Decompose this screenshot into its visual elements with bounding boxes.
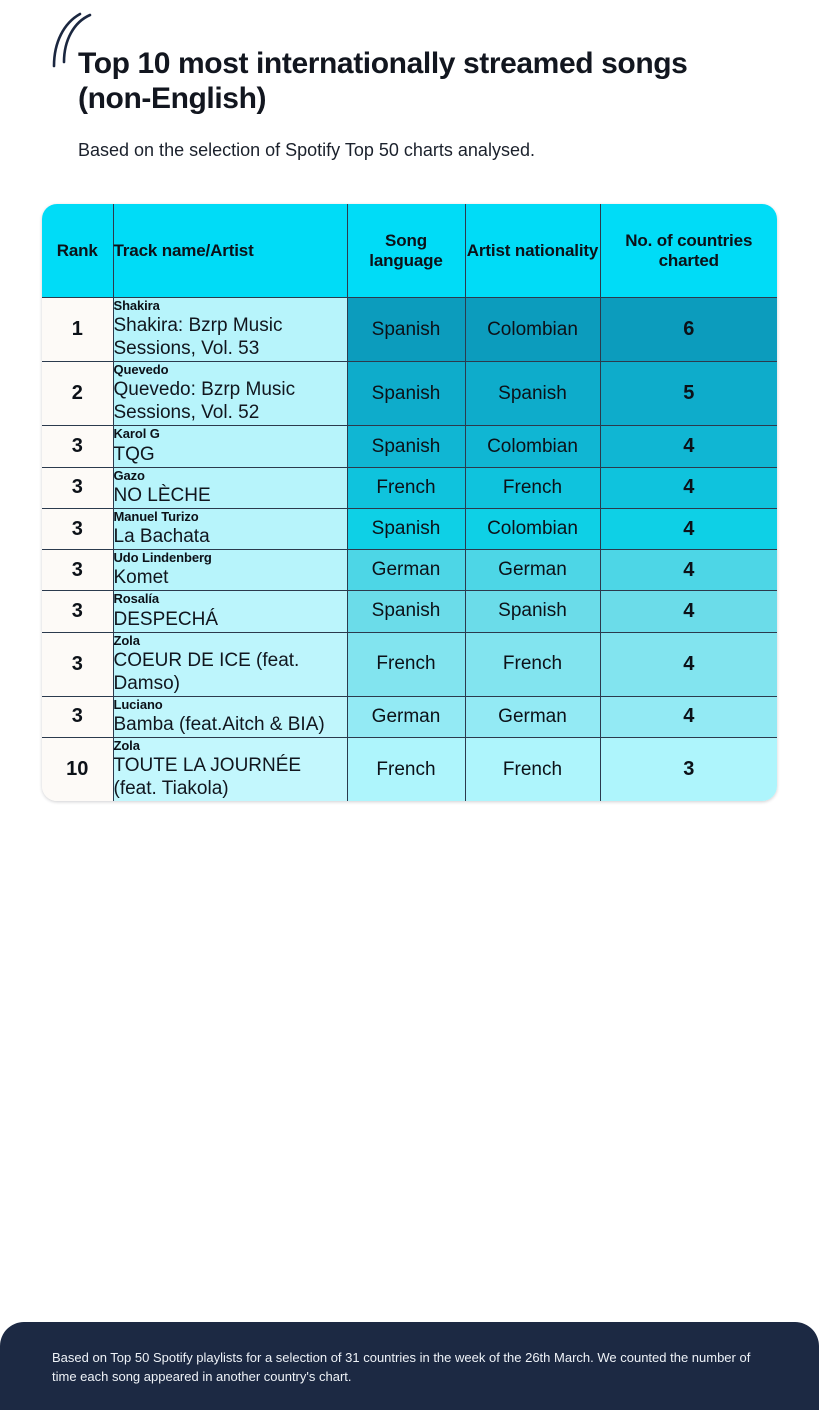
track-title: Komet — [113, 567, 169, 589]
cell-nationality: Colombian — [464, 296, 601, 363]
column-header-nationality: Artist nationality — [464, 204, 601, 298]
cell-language: Spanish — [346, 425, 466, 468]
cell-nationality: French — [464, 737, 601, 802]
artist-name: Karol G — [113, 426, 160, 442]
column-header-language: Song language — [346, 204, 466, 298]
cell-countries-charted: 6 — [599, 296, 777, 363]
page-title: Top 10 most internationally streamed son… — [78, 47, 688, 116]
column-header-rank: Rank — [42, 204, 114, 298]
artist-name: Zola — [113, 738, 140, 754]
track-title: TQG — [113, 443, 155, 465]
swoosh-arcs-icon — [47, 12, 105, 70]
cell-language: Spanish — [346, 296, 466, 363]
table-row: 2 Quevedo Quevedo: Bzrp Music Sessions, Vo… — [42, 361, 777, 427]
artist-name: Manuel Turizo — [113, 508, 199, 524]
cell-track: Zola TOUTE LA JOURNÉE (feat. Tiakola) — [112, 737, 348, 802]
track-title: COEUR DE ICE (feat. Damso) — [113, 649, 300, 694]
cell-countries-charted: 4 — [599, 695, 777, 739]
cell-language: French — [346, 466, 466, 509]
track-title: Shakira: Bzrp Music Sessions, Vol. 53 — [113, 315, 283, 360]
cell-rank: 3 — [42, 425, 114, 468]
cell-language: Spanish — [346, 590, 466, 633]
cell-rank: 3 — [42, 590, 114, 633]
column-header-countries: No. of countries charted — [599, 204, 777, 298]
page-header: Top 10 most internationally streamed son… — [0, 0, 819, 196]
cell-countries-charted: 4 — [599, 549, 777, 592]
artist-name: Quevedo — [113, 362, 169, 378]
cell-rank: 1 — [42, 296, 114, 363]
cell-language: French — [346, 737, 466, 802]
cell-rank: 10 — [42, 737, 114, 802]
cell-language: Spanish — [346, 507, 466, 551]
cell-rank: 3 — [42, 549, 114, 592]
cell-track: Gazo NO LÈCHE — [112, 466, 348, 509]
cell-language: German — [346, 549, 466, 592]
artist-name: Shakira — [113, 298, 160, 313]
cell-nationality: German — [464, 695, 601, 739]
track-title: Quevedo: Bzrp Music Sessions, Vol. 52 — [113, 379, 296, 424]
cell-rank: 3 — [42, 466, 114, 509]
table-row: 3 Gazo NO LÈCHE French French 4 — [42, 466, 777, 509]
cell-countries-charted: 3 — [599, 737, 777, 802]
cell-countries-charted: 4 — [599, 425, 777, 468]
table-row: 3 Luciano Bamba (feat.Aitch & BIA) German Ge… — [42, 695, 777, 739]
cell-nationality: Spanish — [464, 361, 601, 427]
cell-nationality: French — [464, 466, 601, 509]
track-title: TOUTE LA JOURNÉE (feat. Tiakola) — [113, 755, 302, 800]
column-header-track: Track name/Artist — [112, 204, 348, 298]
cell-rank: 3 — [42, 507, 114, 551]
cell-countries-charted: 4 — [599, 631, 777, 697]
track-title: NO LÈCHE — [113, 484, 211, 506]
cell-language: German — [346, 695, 466, 739]
table-row: 3 Udo Lindenberg Komet German German 4 — [42, 549, 777, 592]
cell-countries-charted: 4 — [599, 466, 777, 509]
page-subtitle: Based on the selection of Spotify Top 50… — [78, 140, 535, 160]
table-body: 1 Shakira Shakira: Bzrp Music Sessions, Vo… — [42, 296, 777, 802]
cell-countries-charted: 4 — [599, 507, 777, 551]
footnote-bar: Based on Top 50 Spotify playlists for a … — [0, 1322, 819, 1410]
artist-name: Zola — [113, 632, 140, 648]
table-row: 3 Karol G TQG Spanish Colombian 4 — [42, 425, 777, 468]
cell-nationality: Spanish — [464, 590, 601, 633]
track-title: La Bachata — [113, 526, 210, 548]
table-row: 3 Zola COEUR DE ICE (feat. Damso) French Fre… — [42, 631, 777, 697]
table-header-row: Rank Track name/Artist Song language Art… — [42, 204, 777, 298]
cell-rank: 2 — [42, 361, 114, 427]
cell-track: Karol G TQG — [112, 425, 348, 468]
cell-language: Spanish — [346, 361, 466, 427]
cell-nationality: Colombian — [464, 507, 601, 551]
table-row: 1 Shakira Shakira: Bzrp Music Sessions, Vo… — [42, 296, 777, 363]
chart-table: Rank Track name/Artist Song language Art… — [42, 204, 777, 802]
table-header: Rank Track name/Artist Song language Art… — [42, 204, 777, 298]
cell-rank: 3 — [42, 631, 114, 697]
cell-countries-charted: 4 — [599, 590, 777, 633]
artist-name: Rosalía — [113, 591, 160, 607]
footnote-text: Based on Top 50 Spotify playlists for a … — [52, 1350, 751, 1384]
chart-table-container: Rank Track name/Artist Song language Art… — [42, 204, 777, 802]
cell-track: Udo Lindenberg Komet — [112, 549, 348, 592]
cell-countries-charted: 5 — [599, 361, 777, 427]
cell-track: Quevedo Quevedo: Bzrp Music Sessions, Vol… — [112, 361, 348, 427]
cell-language: French — [346, 631, 466, 697]
table-row: 3 Rosalía DESPECHÁ Spanish Spanish 4 — [42, 590, 777, 633]
artist-name: Udo Lindenberg — [113, 550, 212, 566]
cell-nationality: French — [464, 631, 601, 697]
cell-track: Rosalía DESPECHÁ — [112, 590, 348, 633]
cell-track: Zola COEUR DE ICE (feat. Damso) — [112, 631, 348, 697]
cell-nationality: Colombian — [464, 425, 601, 468]
table-row: 10 Zola TOUTE LA JOURNÉE (feat. Tiakola) Fr… — [42, 737, 777, 802]
cell-track: Manuel Turizo La Bachata — [112, 507, 348, 551]
cell-track: Shakira Shakira: Bzrp Music Sessions, Vol… — [112, 296, 348, 363]
track-title: DESPECHÁ — [113, 608, 219, 630]
table-row: 3 Manuel Turizo La Bachata Spanish Colombian… — [42, 507, 777, 551]
cell-nationality: German — [464, 549, 601, 592]
cell-rank: 3 — [42, 695, 114, 739]
artist-name: Gazo — [113, 467, 145, 483]
track-title: Bamba (feat.Aitch & BIA) — [113, 714, 325, 736]
cell-track: Luciano Bamba (feat.Aitch & BIA) — [112, 695, 348, 739]
artist-name: Luciano — [113, 696, 163, 712]
